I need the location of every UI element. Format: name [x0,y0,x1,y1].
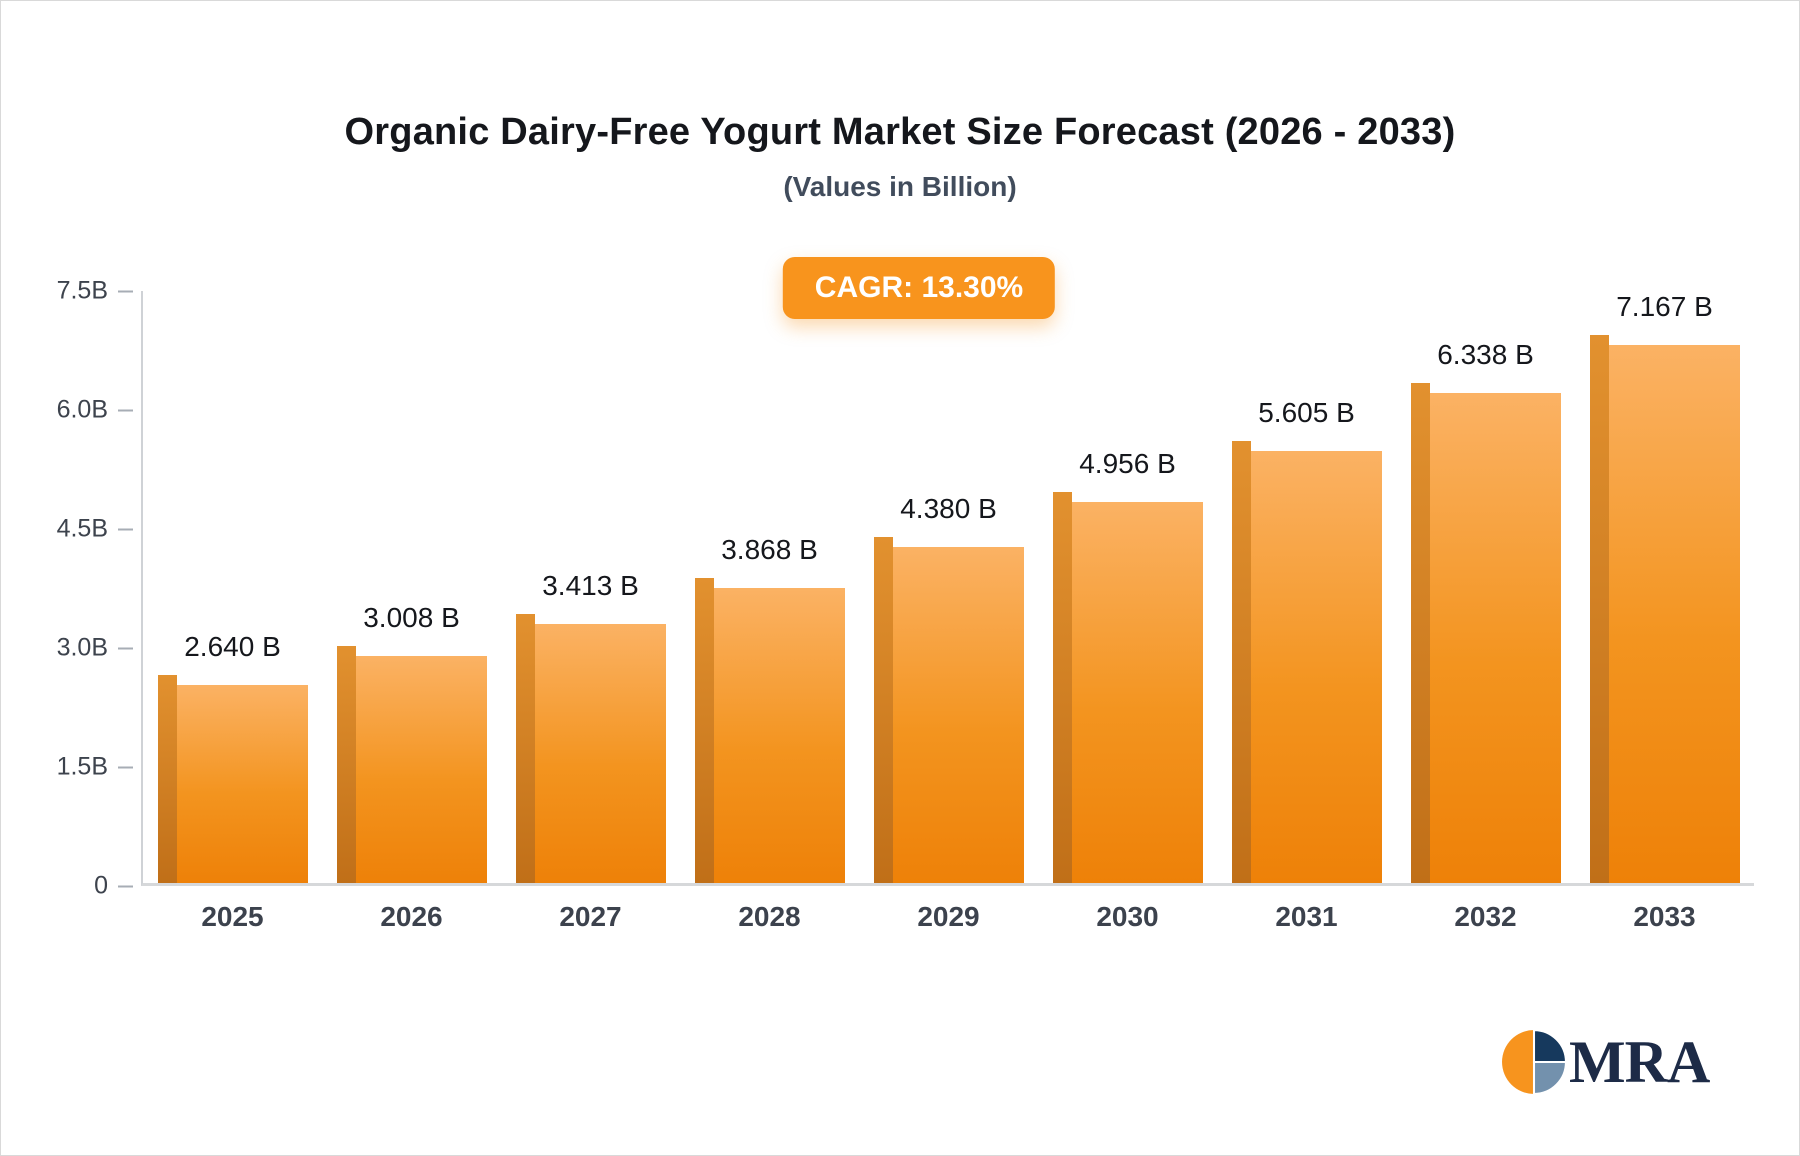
x-axis-label: 2029 [917,901,980,932]
bar [1589,335,1740,883]
bar-side-face [336,646,356,883]
y-tick-mark [118,766,133,768]
bar-side-face [1231,441,1251,883]
y-tick-label: 1.5B [56,752,108,781]
bar-front-face [1429,393,1561,883]
bar-group-2025: 2.640 B 2025 [149,291,317,932]
plot-area: 2.640 B 2025 3.008 B 2026 [141,291,1754,932]
bar-value-label: 3.008 B [363,602,460,633]
bar-group-2032: 6.338 B 2032 [1402,291,1570,932]
bar-group-2026: 3.008 B 2026 [328,291,496,932]
bar [157,675,308,883]
bar-front-face [1071,502,1203,883]
x-axis-label: 2026 [380,901,443,932]
bar-group-2033: 7.167 B 2033 [1581,291,1749,932]
bar-value-label: 5.605 B [1258,397,1355,428]
x-axis-label: 2030 [1096,901,1159,932]
bar-group-2029: 4.380 B 2029 [865,291,1033,932]
y-tick: 4.5B [57,515,141,544]
y-tick-label: 4.5B [56,514,108,543]
bar-group-2031: 5.605 B 2031 [1223,291,1391,932]
bar [1410,383,1561,883]
bar-front-face [1250,451,1382,883]
bar [873,537,1024,883]
y-axis: 7.5B 6.0B 4.5B 3.0B 1.5B 0 [49,277,141,900]
bar [1052,492,1203,883]
bar [515,614,666,883]
y-tick-mark [118,647,133,649]
bar-front-face [1608,345,1740,883]
y-tick-mark [118,409,133,411]
mra-logo-text: MRA [1569,1029,1710,1095]
bar-side-face [515,614,535,883]
bar-value-label: 2.640 B [184,631,281,662]
bar-front-face [534,624,666,883]
bar-side-face [157,675,177,883]
bar-value-label: 3.413 B [542,570,639,601]
y-tick-label: 7.5B [56,276,108,305]
bar-group-2027: 3.413 B 2027 [507,291,675,932]
bar-front-face [892,547,1024,883]
chart-title: Organic Dairy-Free Yogurt Market Size Fo… [344,111,1456,153]
bar-front-face [355,656,487,883]
bar-value-label: 3.868 B [721,534,818,565]
bars-row: 2.640 B 2025 3.008 B 2026 [143,291,1754,932]
y-tick: 0 [94,872,141,901]
bar-front-face [176,685,308,883]
bar-side-face [694,578,714,883]
bar-side-face [1589,335,1609,883]
y-tick-label: 3.0B [56,633,108,662]
y-tick-label: 6.0B [56,395,108,424]
mra-logo: MRA [1501,1029,1710,1095]
bar-value-label: 7.167 B [1616,291,1713,322]
plot-wrapper: 7.5B 6.0B 4.5B 3.0B 1.5B 0 2.640 B 2025 [49,277,1754,932]
mra-logo-pie-icon [1502,1029,1567,1095]
y-tick-mark [118,290,133,292]
bar-side-face [1410,383,1430,883]
bar-group-2028: 3.868 B 2028 [686,291,854,932]
y-tick-label: 0 [94,871,108,900]
bar-side-face [873,537,893,883]
bar-chart: 7.5B 6.0B 4.5B 3.0B 1.5B 0 2.640 B 2025 [49,277,1754,932]
y-tick: 6.0B [57,396,141,425]
y-tick-mark [118,885,133,887]
x-axis-label: 2033 [1633,901,1696,932]
bar-group-2030: 4.956 B 2030 [1044,291,1212,932]
y-tick: 7.5B [57,277,141,306]
cagr-badge: CAGR: 13.30% [782,257,1056,319]
x-axis-label: 2028 [738,901,801,932]
bar-value-label: 4.380 B [900,493,997,524]
bar [336,646,487,883]
x-axis-label: 2032 [1454,901,1517,932]
bar [1231,441,1382,883]
x-axis-label: 2031 [1275,901,1338,932]
bar [694,578,845,883]
bar-front-face [713,588,845,883]
bar-value-label: 6.338 B [1437,339,1534,370]
y-tick: 3.0B [57,634,141,663]
y-tick: 1.5B [57,753,141,782]
bar-value-label: 4.956 B [1079,448,1176,479]
chart-subtitle: (Values in Billion) [783,171,1017,202]
bar-side-face [1052,492,1072,883]
y-tick-mark [118,528,133,530]
x-axis-label: 2027 [559,901,622,932]
x-axis-label: 2025 [201,901,264,932]
